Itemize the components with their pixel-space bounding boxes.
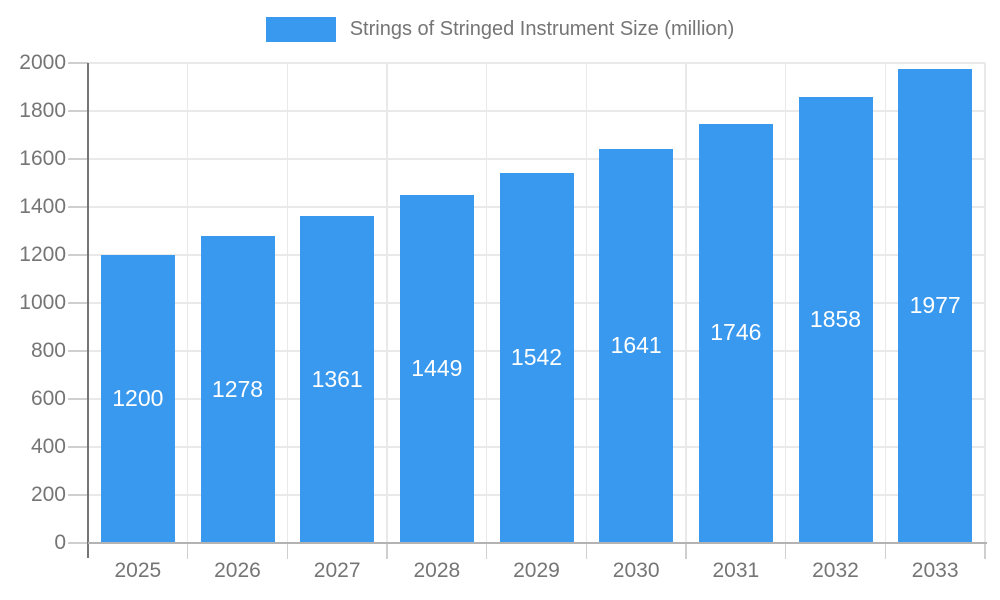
bar-value-label: 1200 (112, 385, 164, 411)
y-gridline (88, 110, 985, 112)
x-axis-tick-label: 2026 (214, 559, 261, 582)
bar: 1746 (698, 123, 773, 542)
x-gridline (685, 63, 687, 543)
x-tick (286, 543, 289, 559)
y-tick (68, 398, 88, 400)
y-axis-tick-label: 1200 (19, 243, 66, 266)
bar: 1641 (599, 149, 674, 542)
chart-legend: Strings of Stringed Instrument Size (mil… (0, 17, 1000, 42)
x-tick (884, 543, 887, 559)
x-tick (186, 543, 189, 559)
x-tick (386, 543, 388, 559)
y-axis-tick-label: 400 (30, 435, 66, 458)
y-axis-tick-label: 200 (30, 483, 66, 506)
x-gridline (984, 63, 986, 543)
y-axis-tick-label: 800 (30, 339, 66, 362)
y-tick (68, 62, 88, 64)
y-tick (68, 350, 88, 352)
y-tick (68, 542, 88, 544)
x-axis-tick-label: 2031 (712, 559, 760, 582)
x-axis-tick-label: 2029 (513, 559, 560, 582)
x-tick (784, 543, 787, 559)
bar-value-label: 1449 (411, 355, 463, 382)
x-gridline (784, 63, 787, 543)
x-axis-tick-label: 2027 (313, 559, 361, 582)
y-tick (68, 158, 88, 160)
x-tick (485, 543, 488, 559)
bar-value-label: 1746 (710, 319, 762, 346)
x-gridline (585, 63, 588, 543)
y-axis-tick-label: 1000 (19, 291, 66, 314)
y-gridline (88, 158, 985, 160)
y-tick (68, 494, 88, 496)
legend-label: Strings of Stringed Instrument Size (mil… (349, 18, 735, 40)
bar-value-label: 1977 (909, 291, 961, 318)
x-axis-tick-label: 2030 (612, 559, 660, 582)
x-gridline (286, 63, 289, 543)
y-axis-tick-label: 1800 (19, 99, 66, 122)
bar: 1977 (898, 68, 973, 542)
y-gridline (88, 62, 985, 64)
y-tick (68, 254, 88, 256)
y-axis-tick-label: 1400 (19, 195, 66, 218)
y-axis-tick-label: 0 (54, 531, 66, 554)
x-tick (585, 543, 588, 559)
y-tick (68, 446, 88, 448)
bar: 1542 (499, 172, 574, 542)
x-axis-tick-label: 2032 (812, 559, 859, 582)
bar-value-label: 1542 (510, 343, 563, 370)
y-axis-tick-label: 600 (30, 387, 66, 410)
legend-swatch (265, 17, 336, 42)
x-tick (984, 543, 986, 559)
x-axis-tick-label: 2033 (911, 559, 959, 582)
y-axis-tick-label: 1600 (19, 147, 66, 170)
bar-value-label: 1641 (610, 332, 662, 359)
x-axis-line (88, 541, 987, 545)
y-tick (68, 206, 88, 208)
y-axis-line (86, 63, 90, 558)
bar: 1278 (200, 236, 275, 542)
x-axis-tick-label: 2025 (114, 559, 162, 582)
y-axis-tick-label: 2000 (19, 51, 66, 74)
bar: 1449 (399, 195, 474, 542)
bar-value-label: 1858 (809, 306, 862, 333)
bar: 1361 (300, 216, 375, 542)
y-tick (68, 110, 88, 112)
x-tick (685, 543, 687, 559)
bar: 1858 (798, 97, 873, 542)
bar: 1200 (100, 255, 175, 542)
x-gridline (485, 63, 488, 543)
x-gridline (386, 63, 388, 543)
legend-item[interactable]: Strings of Stringed Instrument Size (mil… (265, 17, 735, 42)
y-tick (68, 302, 88, 304)
bar-value-label: 1361 (311, 365, 363, 392)
x-axis-tick-label: 2028 (413, 559, 461, 582)
x-gridline (884, 63, 887, 543)
x-gridline (186, 63, 189, 543)
bar-value-label: 1278 (211, 375, 264, 402)
